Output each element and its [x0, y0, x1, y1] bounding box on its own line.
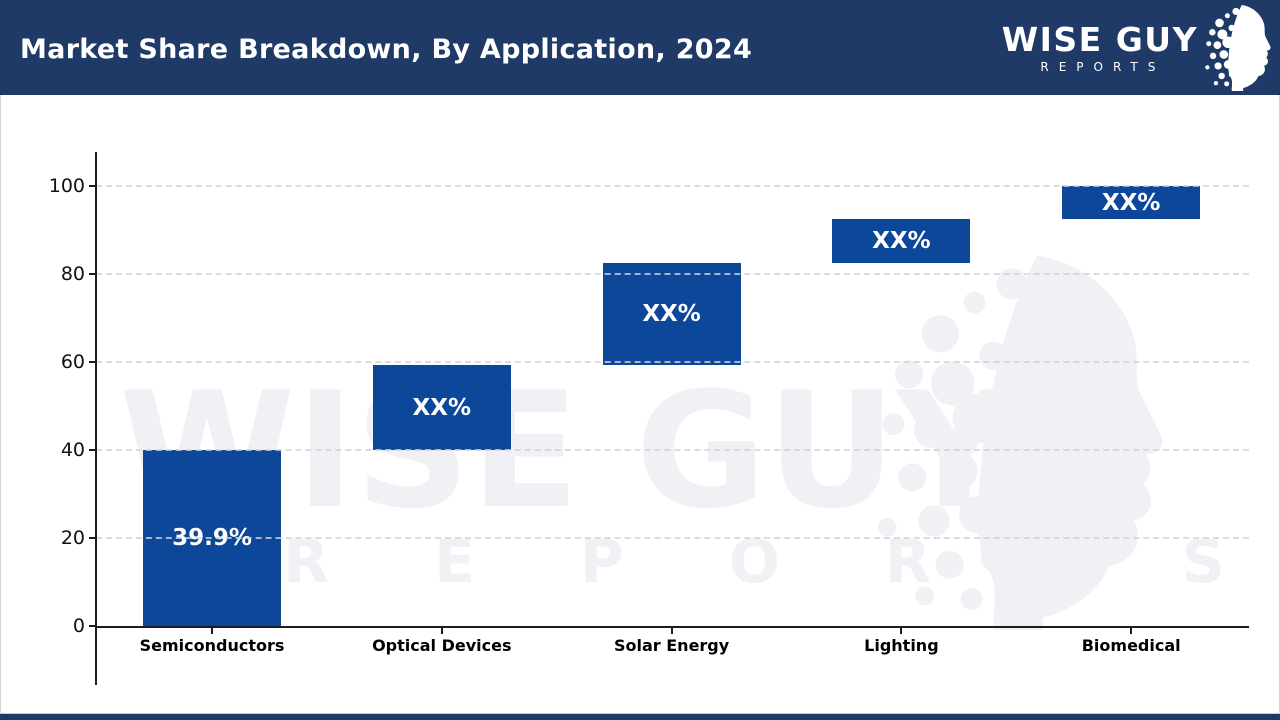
- bar-value-label-lighting: XX%: [872, 228, 931, 255]
- brand-subname: REPORTS: [1040, 60, 1166, 75]
- y-tick-mark-60: [89, 361, 95, 363]
- x-tick-mark-semiconductors: [211, 628, 213, 634]
- bar-value-label-biomedical: XX%: [1101, 189, 1161, 216]
- category-label-solar-energy: Solar Energy: [613, 636, 730, 655]
- x-tick-mark-biomedical: [1130, 628, 1133, 634]
- y-tick-label-100: 100: [48, 175, 85, 197]
- footer-bar: [0, 714, 1280, 720]
- header-bar: Market Share Breakdown, By Application, …: [0, 0, 1280, 95]
- y-axis-line: [95, 152, 97, 685]
- gridline-60: [96, 361, 1249, 363]
- gridline-20: [96, 537, 1249, 539]
- bar-biomedical: XX%: [1062, 186, 1201, 219]
- y-tick-mark-0: [89, 625, 95, 627]
- x-axis-line: [95, 626, 1249, 628]
- brand-logo: WISE GUY REPORTS: [1002, 4, 1272, 92]
- x-tick-mark-optical-devices: [440, 628, 443, 634]
- y-tick-mark-20: [89, 537, 95, 539]
- chart-title: Market Share Breakdown, By Application, …: [20, 34, 753, 65]
- x-tick-mark-lighting: [900, 628, 903, 634]
- y-tick-label-20: 20: [60, 527, 85, 549]
- brand-name: WISE GUY: [1001, 19, 1198, 59]
- brand-head-icon: [1200, 5, 1272, 91]
- plot-area: WISE GUY R E P O R T S 39.9% XX% XX% XX% XX%…: [0, 95, 1280, 714]
- category-label-biomedical: Biomedical: [1081, 636, 1181, 655]
- y-tick-label-40: 40: [60, 439, 85, 461]
- gridline-80: [96, 273, 1249, 275]
- y-tick-mark-100: [89, 185, 95, 187]
- gridline-100: [96, 185, 1249, 187]
- bar-optical-devices: XX%: [372, 365, 511, 451]
- gridline-40: [96, 449, 1249, 451]
- y-tick-label-60: 60: [60, 351, 85, 373]
- bar-value-label-solar-energy: XX%: [642, 301, 701, 328]
- x-tick-mark-solar-energy: [670, 628, 673, 634]
- category-label-lighting: Lighting: [864, 636, 939, 655]
- watermark-head-icon: [856, 223, 1168, 663]
- category-label-optical-devices: Optical Devices: [372, 636, 512, 655]
- y-tick-mark-40: [89, 449, 95, 451]
- y-tick-label-80: 80: [60, 263, 85, 285]
- brand-logo-text: WISE GUY REPORTS: [1001, 19, 1198, 75]
- y-tick-mark-80: [89, 273, 95, 275]
- bar-lighting: XX%: [832, 219, 971, 264]
- y-tick-label-0: 0: [72, 615, 85, 637]
- bar-value-label-optical-devices: XX%: [412, 394, 472, 421]
- bar-solar-energy: XX%: [602, 263, 741, 366]
- category-label-semiconductors: Semiconductors: [139, 636, 285, 655]
